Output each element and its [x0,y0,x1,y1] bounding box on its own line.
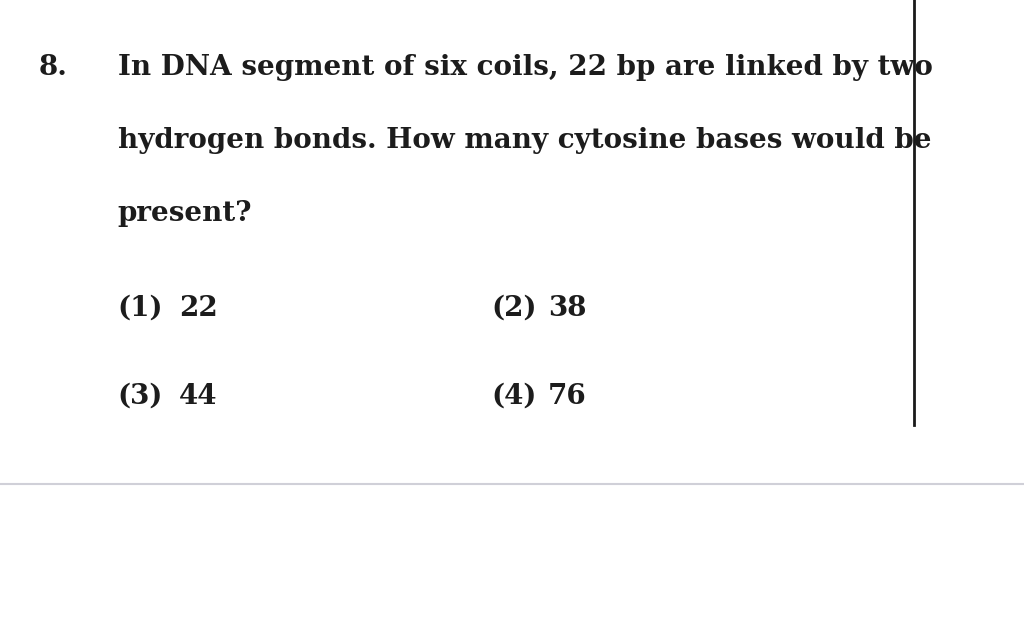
Text: (3): (3) [118,382,163,410]
Text: 22: 22 [179,295,218,322]
Text: 44: 44 [179,382,218,410]
Text: In DNA segment of six coils, 22 bp are linked by two: In DNA segment of six coils, 22 bp are l… [118,54,933,81]
Text: (4): (4) [492,382,537,410]
Text: hydrogen bonds. How many cytosine bases would be: hydrogen bonds. How many cytosine bases … [118,127,931,154]
Text: 38: 38 [548,295,587,322]
Text: 76: 76 [548,382,587,410]
Text: (1): (1) [118,295,163,322]
Text: (2): (2) [492,295,537,322]
Text: present?: present? [118,200,252,227]
Text: 8.: 8. [39,54,68,81]
